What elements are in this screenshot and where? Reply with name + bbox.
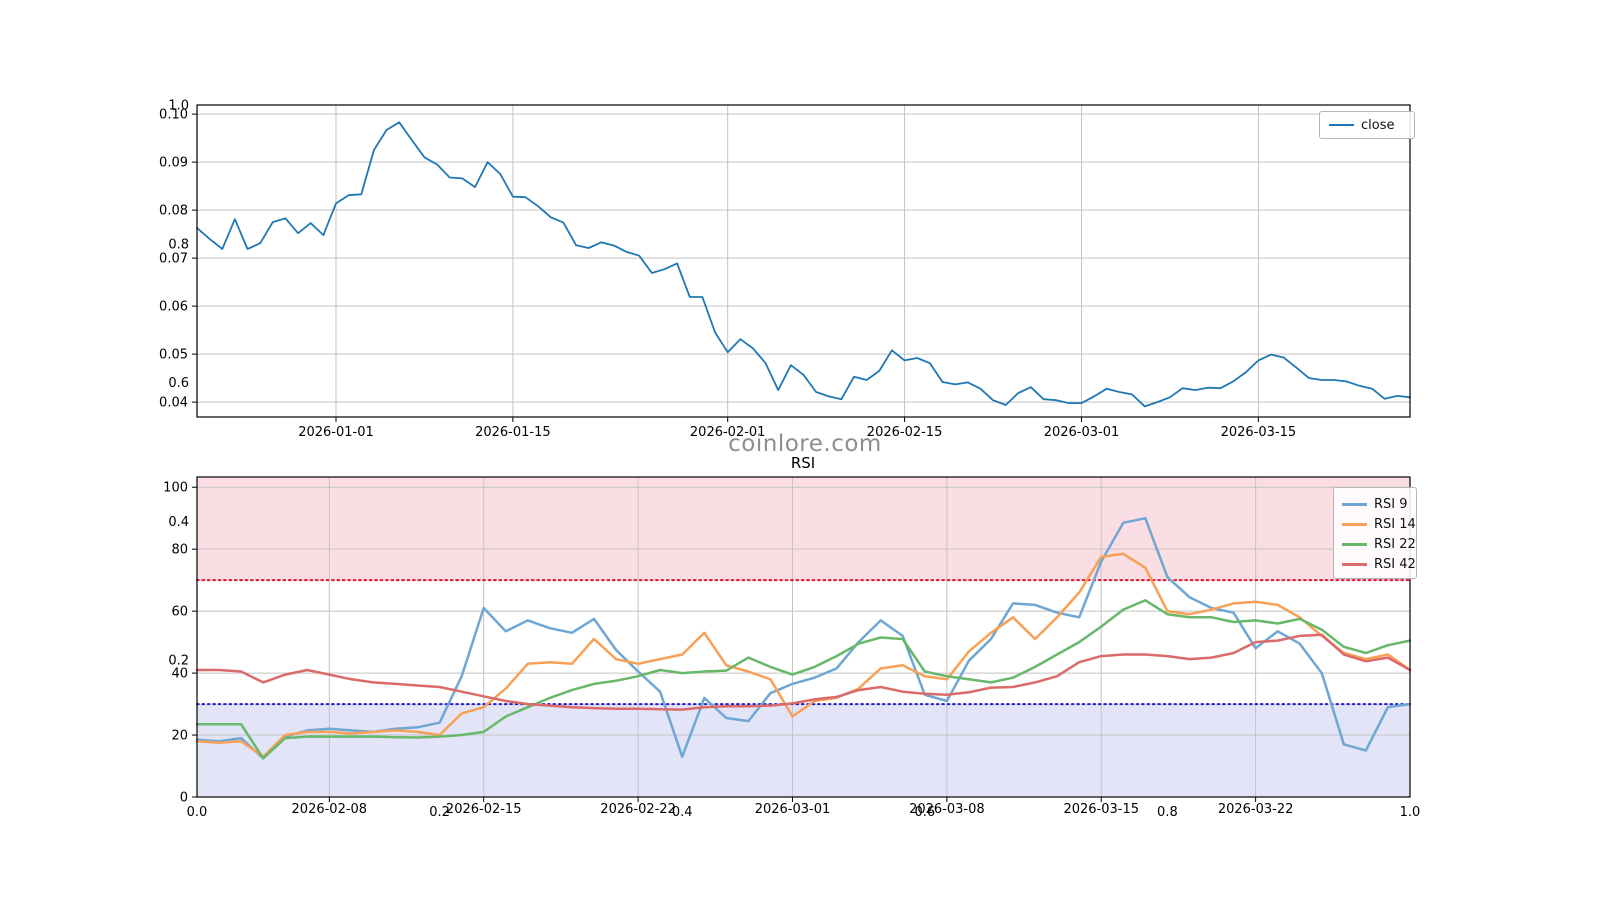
x-tick-label-date: 2026-03-15 [1063, 802, 1139, 817]
overlay-x-tick-label: 1.0 [1400, 805, 1421, 820]
overlay-x-tick-label: 0.4 [672, 805, 693, 820]
overlay-x-tick-label: 0.0 [187, 805, 208, 820]
rsi-14-line [195, 552, 1412, 758]
close-line [196, 121, 1411, 408]
y-tick-label: 40 [171, 667, 188, 682]
rsi-9-legend-swatch [1342, 502, 1367, 506]
x-tick-label-date: 2026-03-22 [1218, 802, 1294, 817]
overlay-y-tick-label: 0.2 [168, 654, 189, 669]
rsi-legend-row: RSI 9 [1342, 494, 1416, 514]
overlay-x-tick-label: 0.8 [1157, 805, 1178, 820]
legend-label: RSI 9 [1374, 496, 1408, 512]
close-legend-swatch [1329, 124, 1354, 126]
overlay-y-tick-label: 1.0 [168, 99, 189, 114]
y-tick-label: 0.07 [159, 252, 188, 267]
overbought-band [197, 477, 1410, 581]
overlay-y-tick-label: 0.8 [168, 237, 189, 252]
rsi-22-legend-swatch [1342, 542, 1367, 546]
legend-label: RSI 42 [1374, 556, 1416, 572]
legend-label: RSI 22 [1374, 536, 1416, 552]
y-tick-label: 20 [171, 729, 188, 744]
x-tick-label-date: 2026-03-01 [755, 802, 831, 817]
x-tick-label-date: 2026-03-15 [1221, 425, 1297, 440]
overlay-x-tick-label: 0.6 [914, 805, 935, 820]
legend-label: RSI 14 [1374, 516, 1416, 532]
y-tick-label: 100 [163, 481, 188, 496]
price-legend: close [1319, 111, 1415, 139]
rsi-panel-title: RSI [790, 454, 816, 472]
rsi-42-line [195, 633, 1412, 711]
oversold-band [197, 704, 1410, 797]
overlay-y-tick-label: 0.4 [168, 515, 189, 530]
y-tick-label: 0.10 [159, 108, 188, 123]
panel-spines [196, 476, 1411, 798]
x-tick-label-date: 2026-01-15 [475, 425, 551, 440]
rsi-42-legend-swatch [1342, 562, 1367, 566]
y-tick-label: 80 [171, 543, 188, 558]
x-tick-label-date: 2026-02-01 [690, 425, 766, 440]
x-tick-label-date: 2026-02-15 [446, 802, 522, 817]
y-tick-label: 0.06 [159, 300, 188, 315]
x-tick-label-date: 2026-01-01 [298, 425, 374, 440]
rsi-legend-row: RSI 22 [1342, 534, 1416, 554]
rsi-14-legend-swatch [1342, 522, 1367, 526]
rsi-legend-row: RSI 14 [1342, 514, 1416, 534]
rsi-9-line [195, 516, 1412, 760]
x-tick-label-date: 2026-03-01 [1044, 425, 1120, 440]
y-tick-label: 0.04 [159, 396, 188, 411]
y-tick-label: 0 [180, 791, 188, 806]
rsi-legend-row: RSI 42 [1342, 554, 1416, 574]
overlay-x-tick-label: 0.2 [429, 805, 450, 820]
x-tick-label-date: 2026-02-15 [867, 425, 943, 440]
rsi-22-line [195, 599, 1412, 760]
rsi-legend: RSI 9 RSI 14 RSI 22 RSI 42 [1333, 487, 1417, 579]
x-tick-label-date: 2026-03-08 [909, 802, 985, 817]
panel-spines [196, 104, 1411, 418]
x-tick-label-date: 2026-02-22 [600, 802, 676, 817]
watermark: coinlore.com [728, 431, 882, 457]
y-tick-label: 60 [171, 605, 188, 620]
y-tick-label: 0.05 [159, 348, 188, 363]
overlay-y-tick-label: 0.6 [168, 376, 189, 391]
close-legend-label: close [1361, 117, 1395, 133]
y-tick-label: 0.08 [159, 204, 188, 219]
x-tick-label-date: 2026-02-08 [292, 802, 368, 817]
y-tick-label: 0.09 [159, 156, 188, 171]
